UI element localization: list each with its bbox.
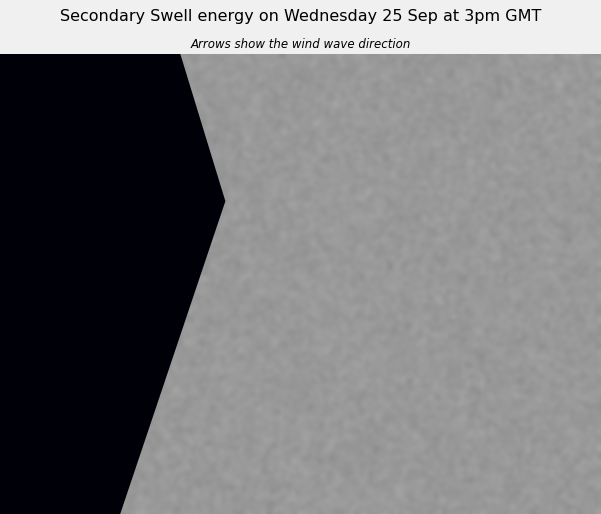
Text: Arrows show the wind wave direction: Arrows show the wind wave direction <box>191 38 410 51</box>
Polygon shape <box>0 54 225 514</box>
Text: Secondary Swell energy on Wednesday 25 Sep at 3pm GMT: Secondary Swell energy on Wednesday 25 S… <box>60 9 541 24</box>
